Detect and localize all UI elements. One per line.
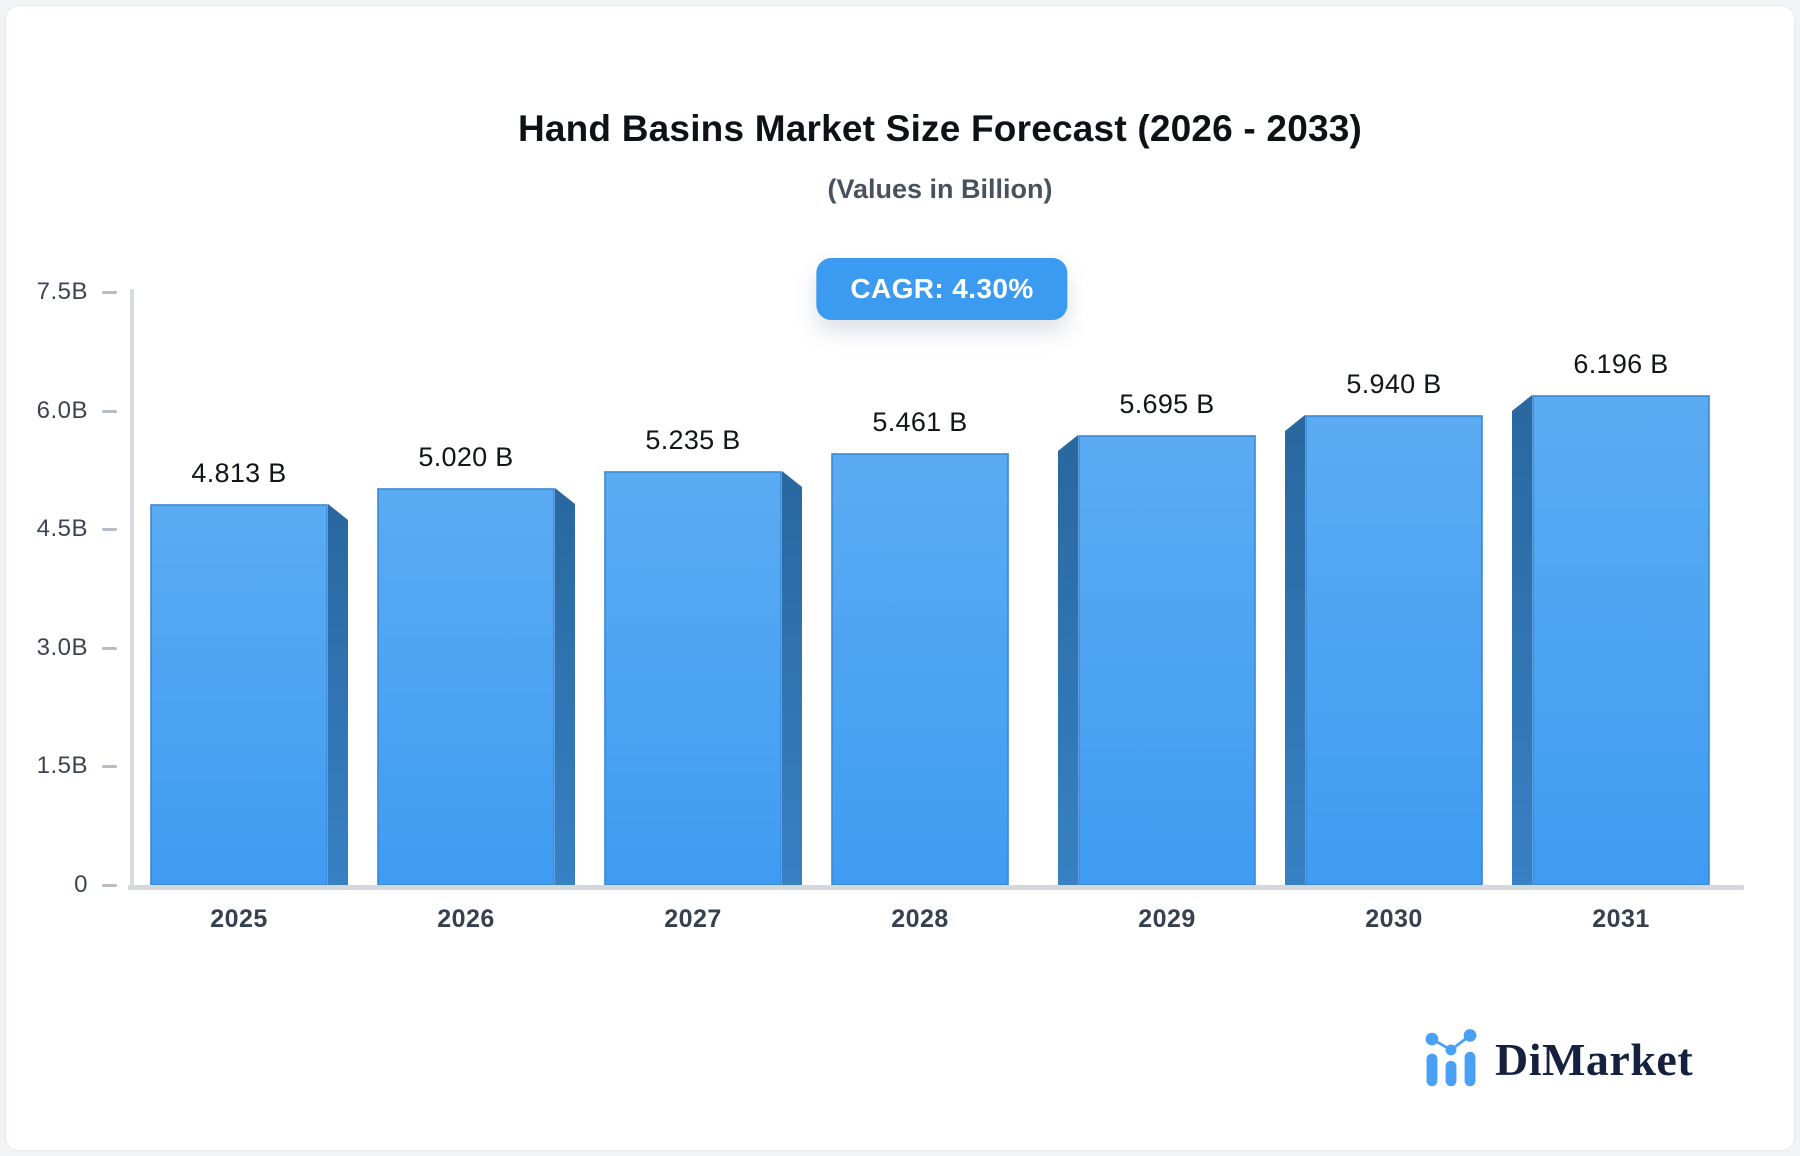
bar-2027[interactable] xyxy=(604,471,802,885)
bar-chart-logo-icon xyxy=(1425,1029,1477,1087)
y-tick-label: 1.5B xyxy=(36,752,88,780)
dimarket-logo[interactable]: DiMarket xyxy=(1422,1028,1693,1090)
y-tick-label: 0 xyxy=(74,871,88,898)
y-tick-label: 4.5B xyxy=(36,515,88,543)
chart-header: Hand Basins Market Size Forecast (2026 -… xyxy=(0,0,1800,205)
bar-value-label: 5.461 B xyxy=(872,407,968,437)
y-tick-label: 7.5B xyxy=(36,278,88,305)
x-tick-label: 2027 xyxy=(664,905,722,933)
bar-2031[interactable] xyxy=(1512,395,1710,885)
chart-title: Hand Basins Market Size Forecast (2026 -… xyxy=(517,108,1363,149)
chart-subtitle: (Values in Billion) xyxy=(827,174,1053,204)
y-tick-mark xyxy=(102,646,117,650)
bar-value-label: 6.196 B xyxy=(1573,349,1669,379)
y-tick-mark xyxy=(102,765,117,769)
bar-2025[interactable] xyxy=(150,504,348,885)
bar-2029[interactable] xyxy=(1058,435,1256,885)
logo-text: DiMarket xyxy=(1495,1033,1694,1085)
bar-2030[interactable] xyxy=(1285,415,1483,885)
bar-value-label: 4.813 B xyxy=(191,458,287,488)
y-axis-line xyxy=(130,289,134,887)
y-tick-mark xyxy=(102,884,117,887)
y-tick-mark xyxy=(102,528,117,532)
x-tick-label: 2028 xyxy=(891,905,949,933)
bar-value-label: 5.020 B xyxy=(418,442,514,472)
x-tick-label: 2025 xyxy=(210,905,268,933)
cagr-badge: CAGR: 4.30% xyxy=(816,258,1068,320)
y-tick-label: 6.0B xyxy=(36,396,88,424)
bar-value-label: 5.940 B xyxy=(1346,369,1442,399)
x-tick-label: 2030 xyxy=(1365,905,1423,933)
y-tick-mark xyxy=(102,291,117,294)
y-tick-mark xyxy=(102,409,117,413)
bar-value-label: 5.695 B xyxy=(1119,389,1215,419)
x-tick-label: 2031 xyxy=(1592,905,1650,933)
bar-value-label: 5.235 B xyxy=(645,425,741,455)
x-tick-label: 2029 xyxy=(1138,905,1196,933)
bar-2026[interactable] xyxy=(377,488,575,885)
bar-2028[interactable] xyxy=(831,453,1009,885)
x-axis-line xyxy=(128,885,1744,890)
x-tick-label: 2026 xyxy=(437,905,495,933)
y-tick-label: 3.0B xyxy=(36,633,88,661)
